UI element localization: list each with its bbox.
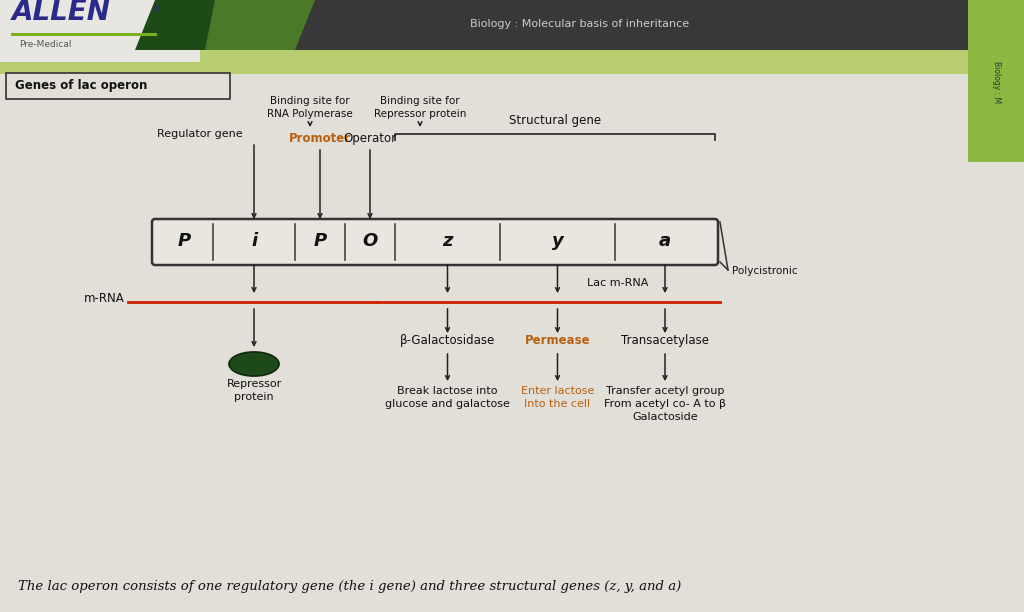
Text: Repressor: Repressor [226, 379, 282, 389]
Text: Transacetylase: Transacetylase [621, 334, 709, 347]
Text: protein: protein [234, 392, 273, 402]
Text: Biology : Molecular basis of inheritance: Biology : Molecular basis of inheritance [470, 19, 689, 29]
Text: Operator: Operator [343, 132, 396, 145]
FancyBboxPatch shape [152, 219, 718, 265]
Text: i: i [251, 232, 257, 250]
Text: Binding site for: Binding site for [380, 96, 460, 106]
Text: Pre-Medical: Pre-Medical [18, 40, 72, 49]
Text: Permease: Permease [524, 334, 590, 347]
Text: Into the cell: Into the cell [524, 399, 591, 409]
Text: Repressor protein: Repressor protein [374, 109, 466, 119]
Text: y: y [552, 232, 563, 250]
Text: ®: ® [152, 5, 160, 14]
Text: O: O [362, 232, 378, 250]
Text: Structural gene: Structural gene [509, 114, 601, 127]
Text: Polycistronic: Polycistronic [732, 266, 798, 276]
FancyBboxPatch shape [0, 0, 200, 62]
Text: Lac m-RNA: Lac m-RNA [587, 278, 648, 288]
Text: Biology : M: Biology : M [991, 61, 1000, 103]
Text: Enter lactose: Enter lactose [521, 386, 594, 396]
Text: m-RNA: m-RNA [84, 291, 125, 305]
Text: P: P [177, 232, 190, 250]
Text: ALLEN: ALLEN [12, 0, 111, 26]
Text: Galactoside: Galactoside [632, 412, 697, 422]
Polygon shape [205, 0, 315, 50]
FancyBboxPatch shape [6, 73, 230, 99]
Text: Regulator gene: Regulator gene [158, 129, 243, 139]
Polygon shape [135, 0, 234, 50]
Text: P: P [313, 232, 327, 250]
FancyBboxPatch shape [968, 0, 1024, 162]
Text: Transfer acetyl group: Transfer acetyl group [606, 386, 724, 396]
Text: From acetyl co- A to β: From acetyl co- A to β [604, 399, 726, 409]
Text: z: z [442, 232, 453, 250]
Text: Break lactose into: Break lactose into [397, 386, 498, 396]
FancyBboxPatch shape [0, 50, 968, 74]
Text: a: a [658, 232, 671, 250]
Text: Promoter: Promoter [289, 132, 351, 145]
Text: RNA Polymerase: RNA Polymerase [267, 109, 353, 119]
FancyBboxPatch shape [0, 0, 1024, 50]
Ellipse shape [229, 352, 279, 376]
Text: Genes of lac operon: Genes of lac operon [15, 80, 147, 92]
Text: The lac operon consists of one regulatory gene (the i gene) and three structural: The lac operon consists of one regulator… [18, 580, 681, 593]
Text: Binding site for: Binding site for [270, 96, 350, 106]
Text: β-Galactosidase: β-Galactosidase [400, 334, 496, 347]
Text: glucose and galactose: glucose and galactose [385, 399, 510, 409]
